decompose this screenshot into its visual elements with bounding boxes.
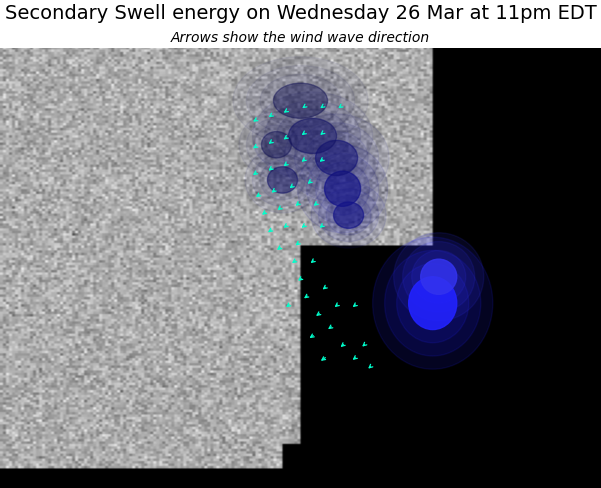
Ellipse shape [373,238,493,369]
Ellipse shape [316,163,370,216]
Ellipse shape [260,161,305,201]
Ellipse shape [261,132,291,159]
Ellipse shape [326,196,371,236]
Ellipse shape [311,183,386,249]
Text: Secondary Swell energy on Wednesday 26 Mar at 11pm EDT: Secondary Swell energy on Wednesday 26 M… [5,4,596,23]
Ellipse shape [325,172,361,207]
Ellipse shape [297,145,388,233]
Ellipse shape [252,154,313,207]
Ellipse shape [254,125,299,165]
Ellipse shape [294,123,379,194]
Ellipse shape [276,110,349,163]
Ellipse shape [264,102,361,172]
Ellipse shape [246,66,355,137]
Ellipse shape [307,154,379,224]
Ellipse shape [409,277,457,330]
Ellipse shape [394,233,484,321]
Ellipse shape [246,119,307,172]
Ellipse shape [385,251,481,356]
Ellipse shape [319,189,379,242]
Ellipse shape [284,115,389,203]
Ellipse shape [273,84,328,119]
Text: Arrows show the wind wave direction: Arrows show the wind wave direction [171,31,430,45]
Ellipse shape [239,113,314,179]
Ellipse shape [267,167,297,194]
Ellipse shape [245,148,320,214]
Ellipse shape [397,264,469,343]
Ellipse shape [421,260,457,295]
Ellipse shape [260,75,341,128]
Ellipse shape [252,93,373,181]
Ellipse shape [305,132,368,185]
Ellipse shape [412,251,466,304]
Ellipse shape [334,203,364,229]
Ellipse shape [403,242,475,312]
Ellipse shape [233,58,368,145]
Ellipse shape [288,119,337,154]
Ellipse shape [316,141,358,176]
